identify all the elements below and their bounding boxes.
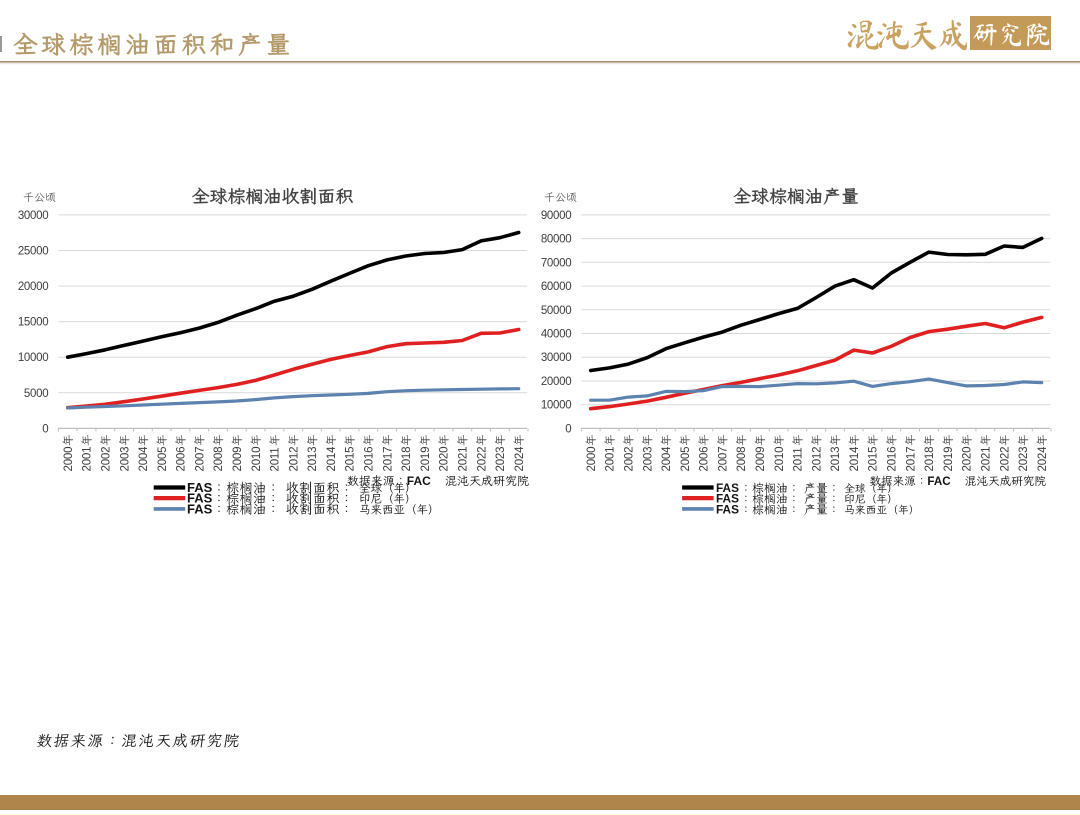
svg-text:2022: 2022	[999, 447, 1011, 472]
svg-text:2014: 2014	[849, 446, 861, 472]
svg-text:30000: 30000	[18, 210, 48, 222]
svg-text:2007: 2007	[194, 447, 206, 472]
svg-text:FAC: FAC	[927, 475, 951, 488]
svg-text:2011: 2011	[270, 448, 282, 472]
svg-text:2017: 2017	[905, 447, 917, 472]
svg-text:2006: 2006	[699, 447, 711, 472]
svg-text:2023: 2023	[1018, 447, 1030, 472]
svg-text:40000: 40000	[541, 329, 571, 341]
svg-text:FAS: FAS	[716, 492, 739, 506]
svg-text:2004: 2004	[661, 446, 673, 472]
svg-text:FAS: FAS	[716, 503, 739, 517]
svg-text:0: 0	[565, 423, 571, 435]
svg-text:2005: 2005	[157, 447, 169, 472]
svg-text:2001: 2001	[82, 447, 94, 472]
svg-text:2000: 2000	[586, 447, 598, 472]
svg-text:2021: 2021	[458, 447, 470, 472]
svg-text:2003: 2003	[642, 447, 654, 472]
svg-text:2012: 2012	[811, 447, 823, 472]
svg-text:60000: 60000	[541, 281, 571, 293]
svg-text:2004: 2004	[138, 446, 150, 472]
svg-text:2013: 2013	[307, 447, 319, 472]
svg-text:70000: 70000	[541, 257, 571, 269]
svg-text:25000: 25000	[18, 246, 48, 258]
svg-text:2016: 2016	[887, 447, 899, 472]
svg-text:2020: 2020	[439, 447, 451, 472]
svg-text:2018: 2018	[924, 447, 936, 472]
svg-text:FAS: FAS	[716, 481, 739, 495]
svg-text:50000: 50000	[541, 305, 571, 317]
svg-text:0: 0	[42, 423, 48, 435]
svg-text:20000: 20000	[18, 281, 48, 293]
svg-text:30000: 30000	[541, 352, 571, 364]
svg-text:FAC: FAC	[407, 474, 431, 488]
svg-text:2001: 2001	[605, 447, 617, 472]
svg-text:2011: 2011	[793, 448, 805, 472]
svg-text:2009: 2009	[755, 447, 767, 472]
svg-text:20000: 20000	[541, 376, 571, 388]
svg-text:2002: 2002	[101, 447, 113, 472]
svg-text:2000: 2000	[63, 447, 75, 472]
svg-text:2024: 2024	[1037, 446, 1049, 472]
svg-text:2005: 2005	[680, 447, 692, 472]
svg-text:2024: 2024	[514, 446, 526, 472]
svg-text:2017: 2017	[382, 447, 394, 472]
svg-text:2023: 2023	[495, 447, 507, 472]
svg-text:2003: 2003	[119, 447, 131, 472]
svg-text:2009: 2009	[232, 447, 244, 472]
svg-text:2012: 2012	[288, 447, 300, 472]
svg-text:2022: 2022	[476, 447, 488, 472]
svg-text:2016: 2016	[364, 447, 376, 472]
svg-text:80000: 80000	[541, 234, 571, 246]
svg-text:2007: 2007	[717, 447, 729, 472]
svg-text:FAS: FAS	[187, 502, 213, 517]
svg-text:2008: 2008	[213, 447, 225, 472]
svg-text:2015: 2015	[345, 447, 357, 472]
svg-text:2020: 2020	[962, 447, 974, 472]
svg-text:2013: 2013	[830, 447, 842, 472]
svg-text:2021: 2021	[981, 447, 993, 472]
svg-text:FAS: FAS	[187, 491, 213, 506]
svg-text:2010: 2010	[774, 447, 786, 472]
svg-text:5000: 5000	[24, 388, 48, 400]
svg-text:2006: 2006	[176, 447, 188, 472]
svg-text:15000: 15000	[18, 317, 48, 329]
svg-text:2002: 2002	[624, 447, 636, 472]
svg-text:90000: 90000	[541, 210, 571, 222]
svg-text:10000: 10000	[541, 400, 571, 412]
svg-text:FAS: FAS	[187, 480, 213, 495]
svg-text:2014: 2014	[326, 446, 338, 472]
svg-text:2018: 2018	[401, 447, 413, 472]
svg-text:10000: 10000	[18, 352, 48, 364]
svg-text:2010: 2010	[251, 447, 263, 472]
svg-text:2019: 2019	[420, 447, 432, 472]
svg-text:2015: 2015	[868, 447, 880, 472]
svg-text:2019: 2019	[943, 447, 955, 472]
svg-text:2008: 2008	[736, 447, 748, 472]
